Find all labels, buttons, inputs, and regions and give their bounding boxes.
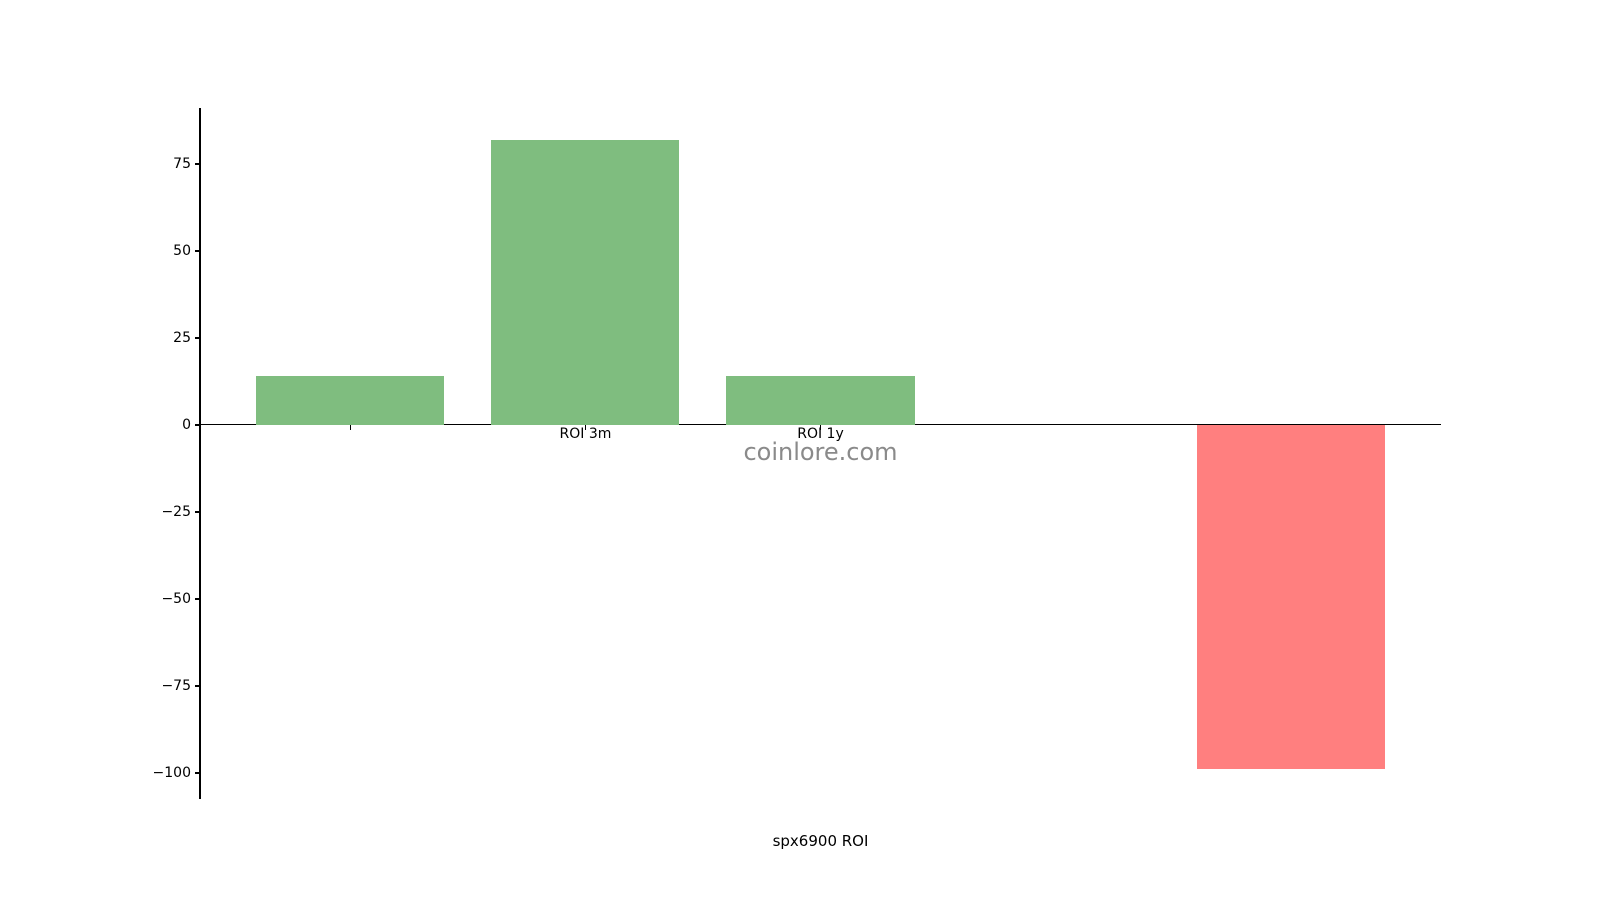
y-tick-label: 25 (173, 329, 191, 346)
y-tick-mark (195, 598, 200, 600)
y-tick-label: 0 (182, 416, 191, 433)
y-tick-mark (195, 250, 200, 252)
y-tick-label: −100 (152, 764, 191, 781)
y-tick-mark (195, 424, 200, 426)
chart-xlabel: spx6900 ROI (772, 832, 869, 850)
y-tick-label: 50 (173, 243, 191, 259)
y-tick-mark (195, 511, 200, 513)
y-tick-mark (195, 772, 200, 774)
y-tick-mark (195, 163, 200, 165)
bar-roi-1y (726, 376, 915, 425)
y-tick-label: 75 (173, 156, 191, 173)
bar-slot-0 (256, 376, 445, 425)
y-axis-spine (199, 108, 201, 799)
x-tick-label: ROI 1y (797, 426, 844, 443)
x-tick-mark (349, 424, 352, 430)
y-tick-mark (195, 685, 200, 687)
x-tick-mark (584, 424, 587, 430)
x-tick-label: ROI 3m (559, 426, 612, 443)
watermark-text: coinlore.com (743, 438, 898, 466)
bar-slot-4 (1196, 424, 1385, 770)
y-tick-label: −50 (161, 590, 191, 607)
y-tick-label: −25 (161, 503, 191, 520)
y-tick-label: −75 (161, 677, 191, 694)
y-tick-mark (195, 337, 200, 339)
x-tick-mark (819, 424, 822, 430)
bar-roi-3m (491, 139, 680, 425)
